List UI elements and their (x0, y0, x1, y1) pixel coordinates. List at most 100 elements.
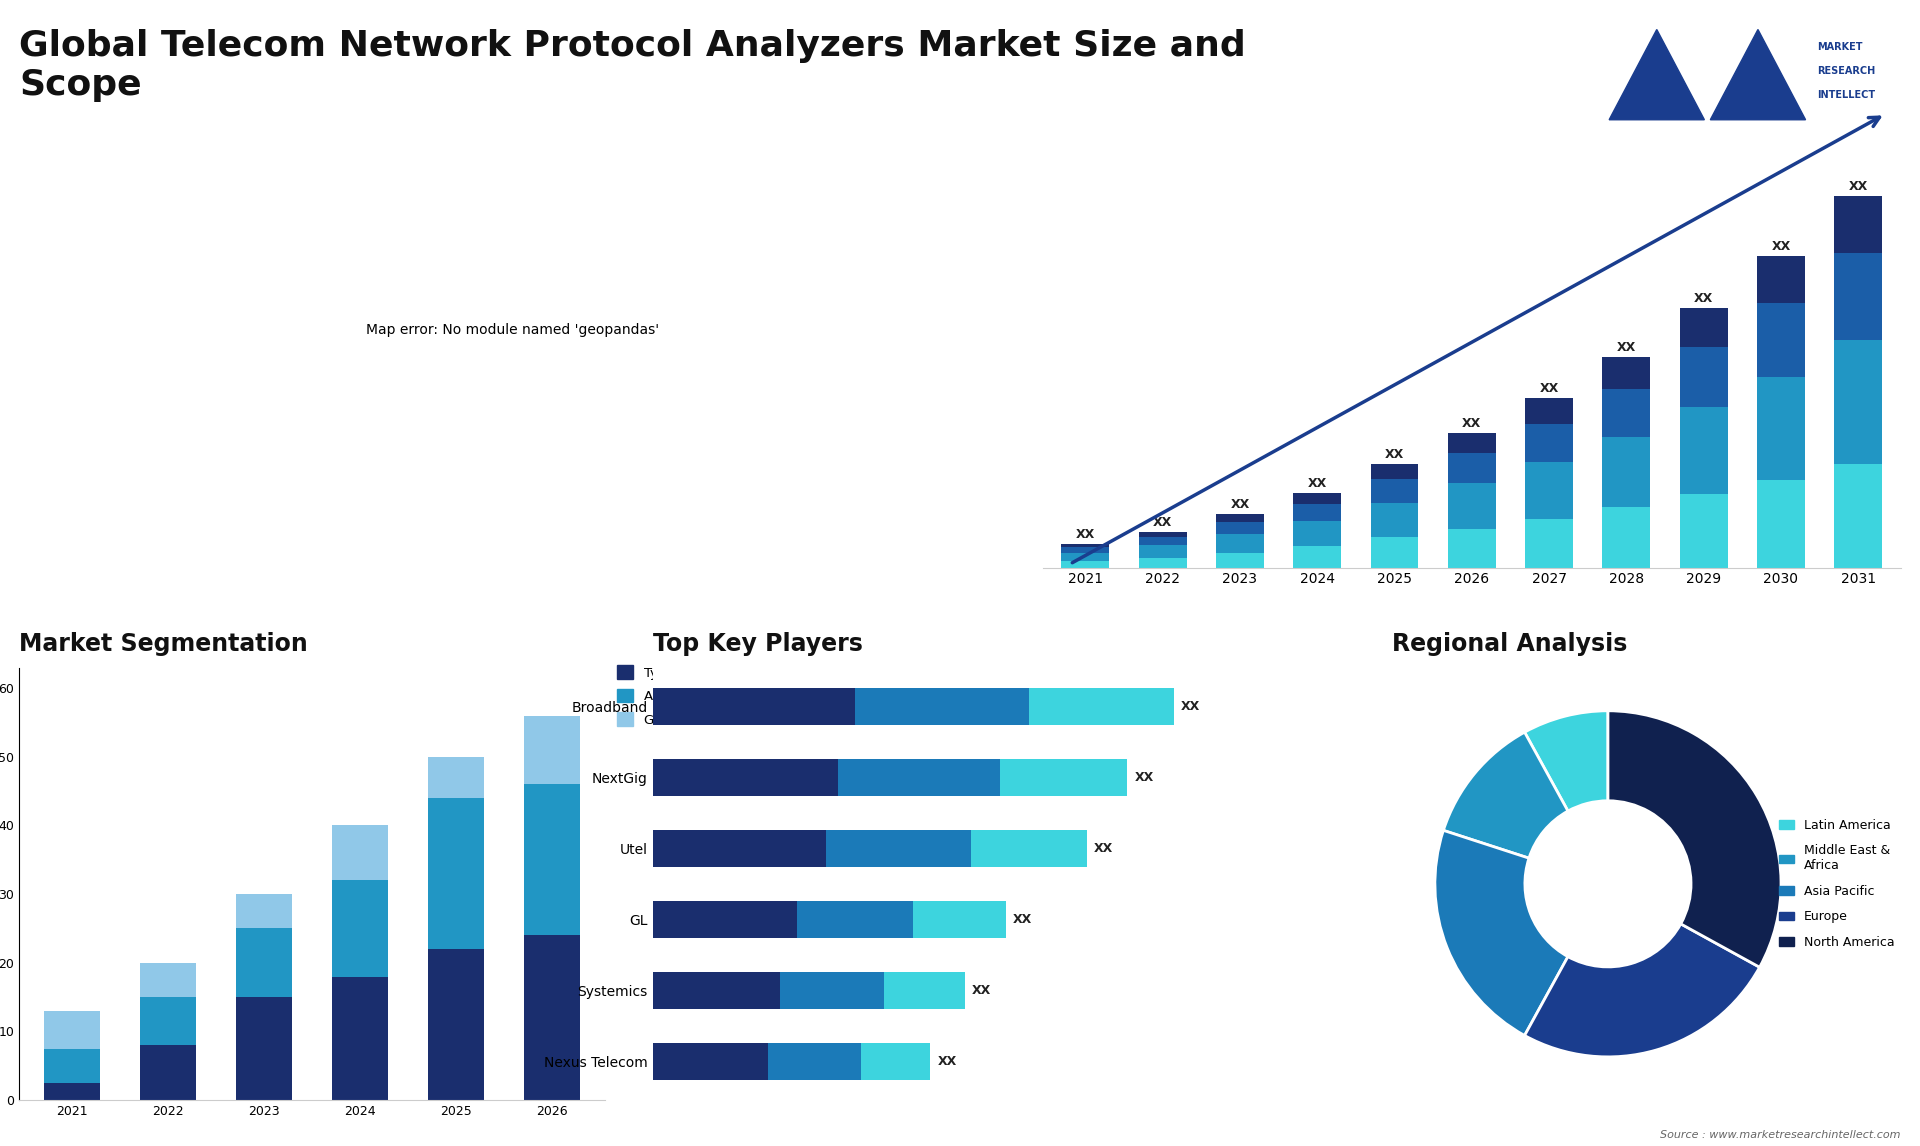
Bar (826, 830, 972, 866)
Legend: Latin America, Middle East &
Africa, Asia Pacific, Europe, North America: Latin America, Middle East & Africa, Asi… (1778, 819, 1895, 949)
Bar (653, 688, 854, 725)
Bar (780, 972, 883, 1008)
Bar (854, 688, 1029, 725)
Legend: Type, Application, Geography: Type, Application, Geography (618, 666, 718, 727)
Bar (1603, 437, 1651, 508)
Bar (1294, 493, 1342, 504)
Bar (140, 997, 196, 1045)
Bar (1680, 494, 1728, 567)
Wedge shape (1434, 831, 1569, 1036)
Bar (653, 901, 797, 937)
Bar (1139, 537, 1187, 545)
Bar (1294, 520, 1342, 547)
Bar (140, 963, 196, 997)
Bar (1757, 480, 1805, 567)
Bar (1603, 356, 1651, 388)
Text: MARKET: MARKET (1818, 41, 1862, 52)
Wedge shape (1444, 732, 1569, 858)
Bar (1757, 256, 1805, 303)
Text: XX: XX (1012, 913, 1031, 926)
Bar (1834, 196, 1882, 253)
Bar (524, 935, 580, 1100)
Bar (837, 759, 1000, 795)
Bar (883, 972, 966, 1008)
Text: Top Key Players: Top Key Players (653, 631, 862, 656)
Wedge shape (1524, 924, 1759, 1057)
Bar (236, 997, 292, 1100)
Text: Regional Analysis: Regional Analysis (1392, 631, 1626, 656)
Bar (1834, 340, 1882, 464)
Text: Global Telecom Network Protocol Analyzers Market Size and
Scope: Global Telecom Network Protocol Analyzer… (19, 29, 1246, 102)
Text: XX: XX (1849, 180, 1868, 194)
Bar (972, 830, 1087, 866)
Text: XX: XX (1693, 292, 1713, 305)
Bar (1757, 303, 1805, 377)
Bar (653, 759, 837, 795)
Bar (1062, 548, 1110, 552)
Bar (860, 1043, 931, 1080)
Bar (140, 1045, 196, 1100)
Wedge shape (1524, 711, 1607, 811)
Bar (1680, 307, 1728, 346)
Bar (1524, 424, 1572, 462)
Bar (1371, 479, 1419, 503)
Text: Map error: No module named 'geopandas': Map error: No module named 'geopandas' (367, 323, 659, 337)
Bar (797, 901, 914, 937)
Bar (1029, 688, 1173, 725)
Bar (1215, 552, 1263, 567)
Text: XX: XX (1384, 448, 1404, 461)
Text: XX: XX (1308, 477, 1327, 489)
Bar (1215, 523, 1263, 534)
Bar (524, 715, 580, 784)
Bar (653, 830, 826, 866)
Bar (1062, 560, 1110, 567)
Bar (1215, 515, 1263, 523)
Bar (44, 1083, 100, 1100)
Bar (332, 825, 388, 880)
Text: XX: XX (1617, 340, 1636, 354)
Bar (524, 784, 580, 935)
Bar (653, 972, 780, 1008)
Text: XX: XX (937, 1054, 956, 1068)
Polygon shape (1711, 30, 1805, 120)
Bar (1603, 388, 1651, 437)
Bar (428, 798, 484, 949)
Bar (1215, 534, 1263, 552)
Text: Source : www.marketresearchintellect.com: Source : www.marketresearchintellect.com (1661, 1130, 1901, 1140)
Bar (1834, 464, 1882, 567)
Wedge shape (1607, 711, 1782, 967)
Bar (1524, 519, 1572, 567)
Text: XX: XX (1094, 842, 1114, 855)
Bar (1680, 407, 1728, 494)
Bar (1448, 453, 1496, 484)
Text: XX: XX (1181, 700, 1200, 713)
Bar (1139, 545, 1187, 558)
Bar (1448, 484, 1496, 528)
Bar (1603, 508, 1651, 567)
Bar (914, 901, 1006, 937)
Bar (1371, 537, 1419, 567)
Bar (1757, 377, 1805, 480)
Bar (332, 880, 388, 976)
Bar (332, 976, 388, 1100)
Bar (1680, 346, 1728, 407)
Text: XX: XX (1463, 417, 1482, 430)
Bar (1371, 464, 1419, 479)
Bar (1448, 528, 1496, 567)
Bar (1448, 433, 1496, 453)
Text: XX: XX (1231, 499, 1250, 511)
Bar (236, 928, 292, 997)
Bar (44, 1011, 100, 1049)
Bar (1139, 532, 1187, 537)
Bar (1834, 253, 1882, 340)
Text: Market Segmentation: Market Segmentation (19, 631, 307, 656)
Polygon shape (1609, 30, 1705, 120)
Text: XX: XX (1540, 383, 1559, 395)
Bar (1371, 503, 1419, 537)
Bar (1524, 462, 1572, 519)
Text: XX: XX (972, 983, 991, 997)
Bar (428, 949, 484, 1100)
Text: XX: XX (1772, 241, 1791, 253)
Bar (653, 1043, 768, 1080)
Text: XX: XX (1154, 517, 1173, 529)
